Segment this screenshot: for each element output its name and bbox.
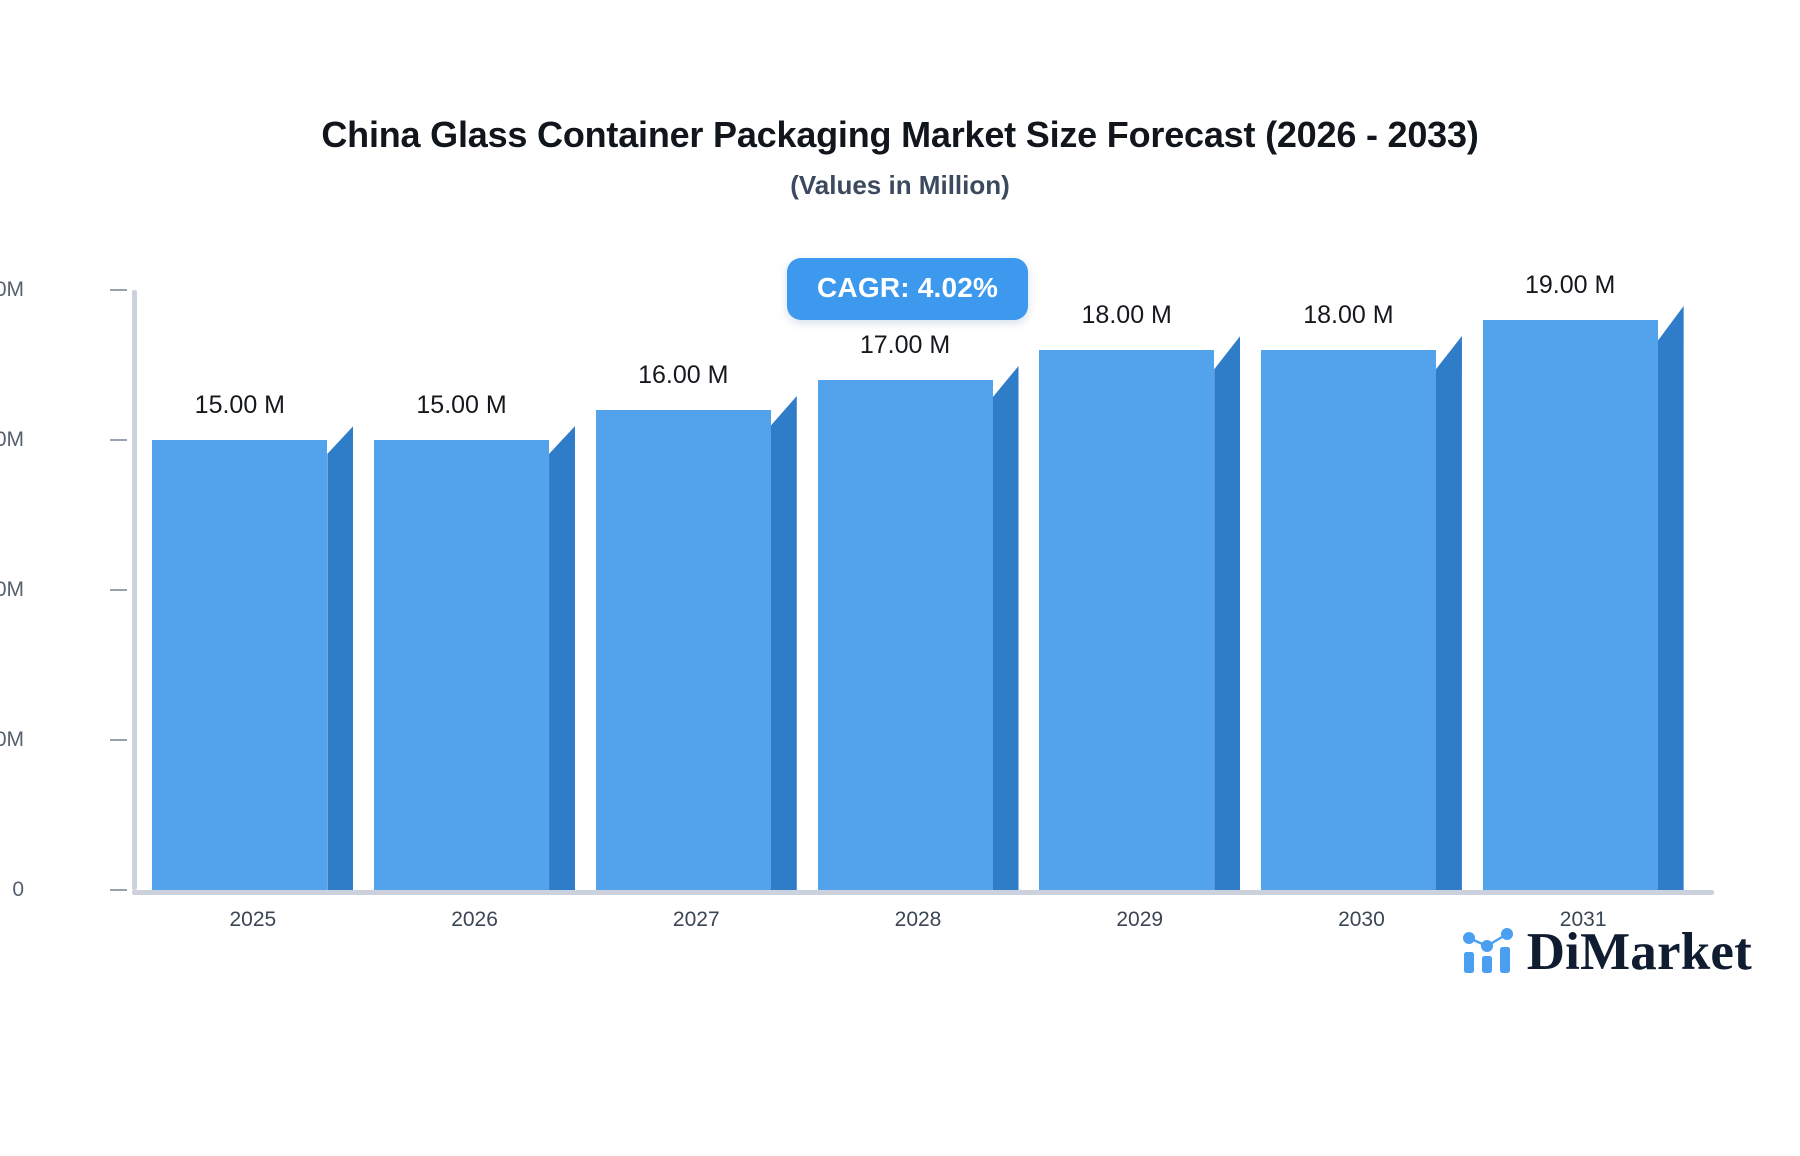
bar-value-label: 19.00 M <box>1524 271 1616 299</box>
plot-area: 20.0M 15.0M 10.0M 5.0M 0 15.00 M 15.00 M 16.00… <box>0 271 1714 931</box>
bar-front-face <box>817 380 993 890</box>
bar-column[interactable]: 18.00 M <box>1260 290 1462 890</box>
bar-side-face <box>770 396 797 890</box>
logo-text: DiMarket <box>1526 923 1752 981</box>
bar-front-face <box>374 440 550 890</box>
bar-front-face <box>595 410 771 890</box>
y-axis-tick-label: 20.0M <box>0 278 24 301</box>
bar-column[interactable]: 18.00 M <box>1039 290 1241 890</box>
chart-title: China Glass Container Packaging Market S… <box>321 114 1479 155</box>
cagr-badge: CAGR: 4.02% <box>787 258 1029 320</box>
bar-chart-icon <box>1462 925 1514 980</box>
bar-side-face <box>549 426 576 890</box>
bar-front-face <box>1482 320 1658 890</box>
y-axis-tick-mark <box>110 439 127 441</box>
bar-front-face <box>1260 350 1436 890</box>
y-axis-tick-label: 10.0M <box>0 578 24 601</box>
x-axis-tick-label: 2025 <box>229 908 277 931</box>
y-axis-tick-label: 0 <box>12 878 24 901</box>
y-axis-tick-mark <box>110 589 127 591</box>
x-axis-tick-label: 2031 <box>1559 908 1607 931</box>
x-axis-tick-label: 2026 <box>451 908 498 931</box>
bar-side-face <box>992 366 1019 890</box>
dimarket-logo: DiMarket <box>1462 925 1752 980</box>
y-axis-tick-mark <box>110 889 127 891</box>
bar-value-label: 17.00 M <box>859 331 951 359</box>
bar-value-label: 15.00 M <box>194 391 286 419</box>
y-axis-tick-mark <box>110 739 127 741</box>
bar-side-face <box>1657 306 1684 890</box>
y-axis-tick-label: 5.0M <box>0 728 24 751</box>
y-axis-tick-label: 15.0M <box>0 428 24 451</box>
bar-column[interactable]: 15.00 M <box>374 380 576 890</box>
bar-column[interactable]: 19.00 M <box>1482 260 1684 890</box>
y-axis-tick-mark <box>110 289 127 291</box>
x-axis-tick-label: 2029 <box>1116 908 1164 931</box>
bar-value-label: 18.00 M <box>1303 301 1394 329</box>
bar-value-label: 15.00 M <box>416 391 507 419</box>
bar-side-face <box>1214 336 1241 890</box>
bar-side-face <box>327 426 354 890</box>
bar-column[interactable]: 16.00 M <box>595 350 797 890</box>
bar-value-label: 16.00 M <box>638 361 729 389</box>
bar-value-label: 18.00 M <box>1081 301 1172 329</box>
chart-subtitle: (Values in Million) <box>790 170 1010 200</box>
x-axis-tick-label: 2028 <box>894 908 942 931</box>
bar-front-face <box>1039 350 1215 890</box>
bar-column[interactable]: 15.00 M <box>152 380 354 890</box>
x-axis-tick-label: 2030 <box>1338 908 1385 931</box>
bar-front-face <box>152 440 328 890</box>
bar-column[interactable]: 17.00 M <box>817 320 1019 890</box>
bar-side-face <box>1435 336 1462 890</box>
y-axis-line <box>132 290 137 890</box>
x-axis-line <box>132 890 1714 895</box>
x-axis-tick-label: 2027 <box>672 908 720 931</box>
